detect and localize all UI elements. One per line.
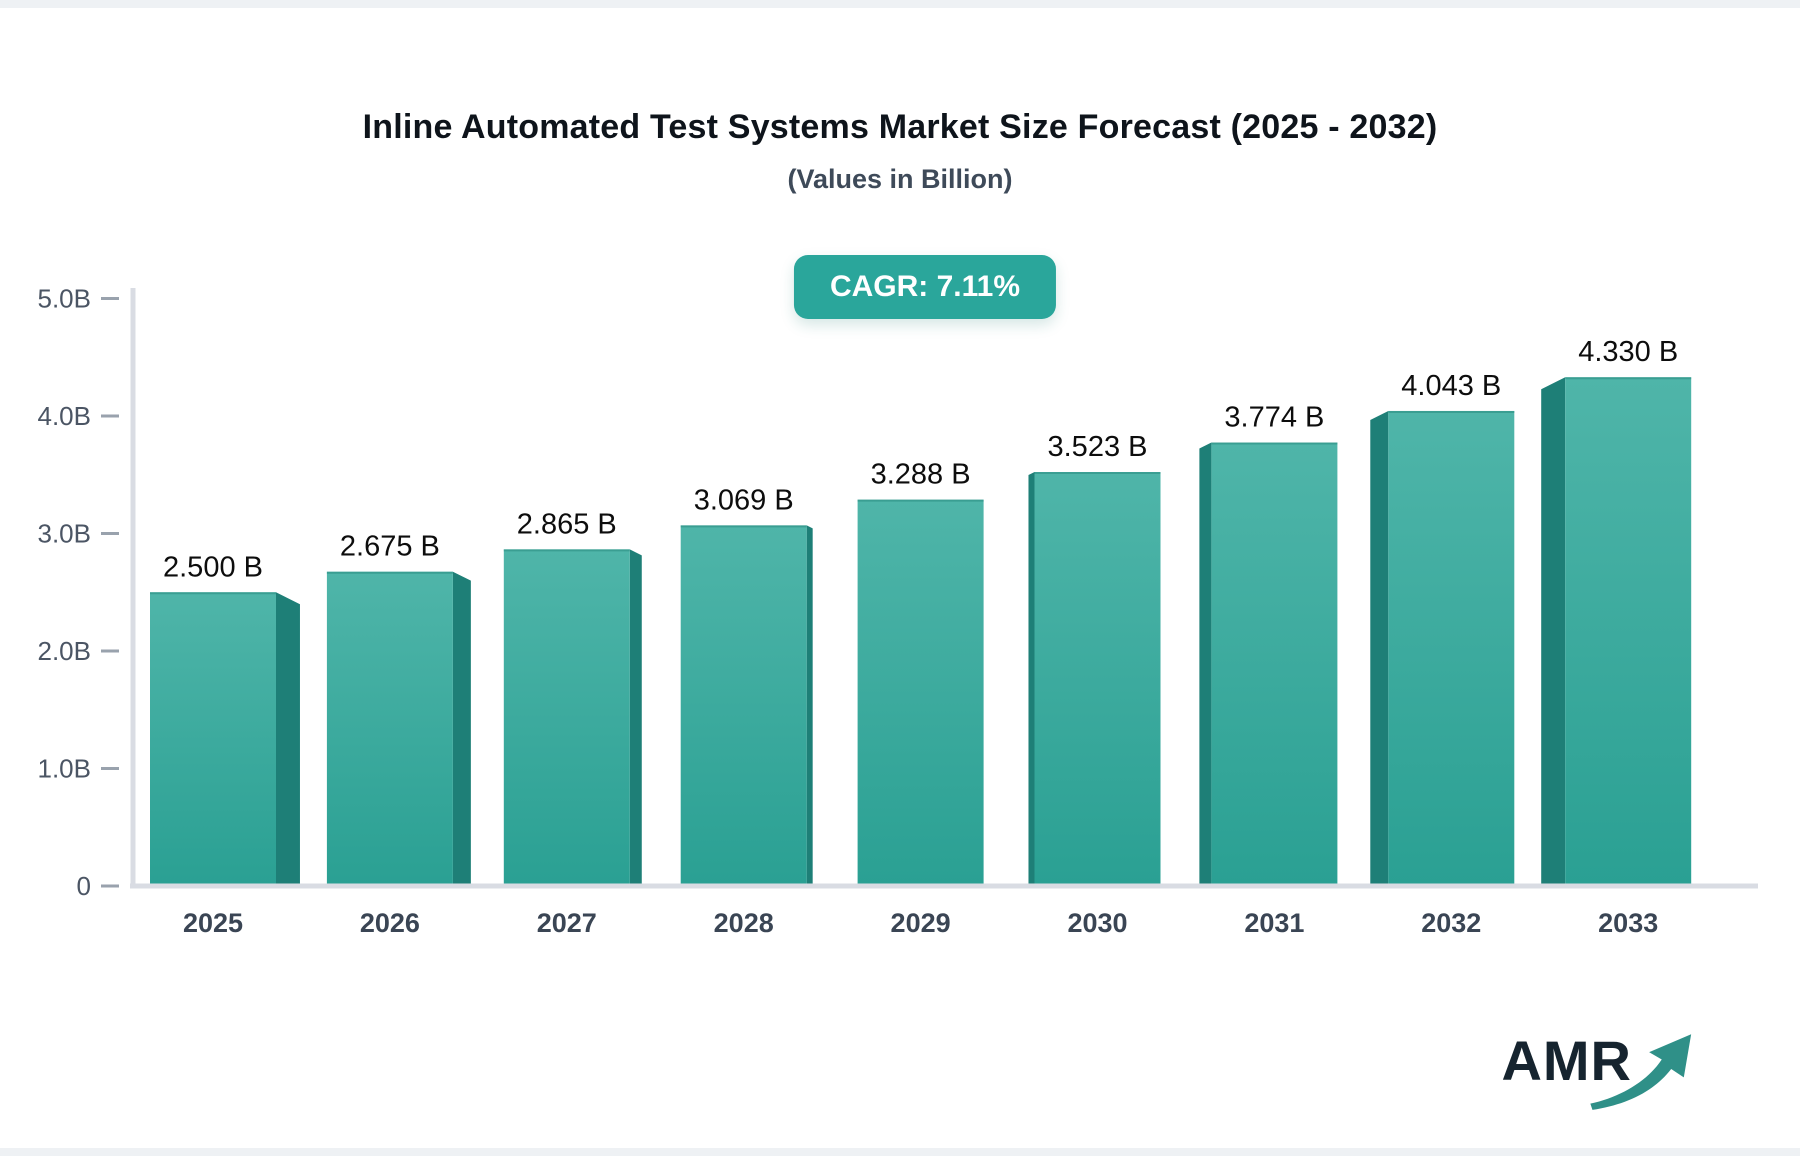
y-tick-label: 0 — [77, 871, 91, 901]
bar-side-face — [629, 549, 642, 886]
bar-front-face — [1034, 472, 1161, 886]
bar-2028: 3.069 B 2028 — [680, 484, 813, 938]
y-tick-label: 1.0B — [38, 754, 92, 784]
bar-front-face — [857, 499, 984, 886]
x-axis-label: 2031 — [1244, 908, 1304, 938]
bar-value-label: 2.500 B — [163, 551, 263, 583]
bar-value-label: 4.330 B — [1578, 336, 1678, 368]
y-tick-label: 4.0B — [38, 401, 92, 431]
bar-2030: 3.523 B 2030 — [1028, 431, 1161, 938]
x-axis-label: 2026 — [360, 908, 420, 938]
bar-value-label: 3.069 B — [694, 484, 794, 516]
x-axis-label: 2030 — [1067, 908, 1127, 938]
bar-2027: 2.865 B 2027 — [503, 508, 642, 938]
bar-front-face — [1565, 377, 1692, 886]
x-axis-label: 2027 — [537, 908, 597, 938]
bar-value-label: 2.675 B — [340, 531, 440, 563]
amr-logo-text: AMR — [1501, 1028, 1632, 1092]
bar-2029: 3.288 B 2029 — [857, 459, 984, 938]
bar-side-face — [1028, 472, 1035, 886]
bar-side-face — [1541, 377, 1566, 886]
chart-title: Inline Automated Test Systems Market Siz… — [362, 108, 1438, 146]
bar-front-face — [1211, 442, 1338, 886]
bar-value-label: 3.523 B — [1048, 431, 1148, 463]
x-axis-label: 2028 — [714, 908, 774, 938]
bar-2031: 3.774 B 2031 — [1199, 402, 1338, 938]
cagr-badge: CAGR: 7.11% — [793, 255, 1057, 319]
bar-value-label: 3.774 B — [1224, 402, 1324, 434]
bar-front-face — [680, 525, 807, 886]
bar-2026: 2.675 B 2026 — [326, 531, 471, 938]
x-axis-label: 2032 — [1421, 908, 1481, 938]
bar-side-face — [452, 571, 471, 886]
amr-logo[interactable]: AMR — [1501, 1018, 1704, 1110]
x-axis-label: 2029 — [891, 908, 951, 938]
bar-side-face — [276, 592, 300, 886]
y-tick-label: 3.0B — [38, 519, 92, 549]
bar-value-label: 4.043 B — [1401, 370, 1501, 402]
x-axis-label: 2025 — [183, 908, 243, 938]
bar-2032: 4.043 B 2032 — [1370, 370, 1515, 938]
bar-2033: 4.330 B 2033 — [1541, 336, 1692, 938]
bar-side-face — [806, 525, 813, 886]
bar-front-face — [326, 571, 453, 886]
chart-subtitle: (Values in Billion) — [787, 164, 1013, 194]
y-tick-label: 2.0B — [38, 636, 92, 666]
bar-front-face — [503, 549, 630, 886]
bar-front-face — [150, 592, 276, 886]
bar-2025: 2.500 B 2025 — [150, 551, 300, 938]
bar-side-face — [1370, 410, 1389, 886]
bar-side-face — [1199, 442, 1212, 886]
bar-value-label: 2.865 B — [517, 508, 617, 540]
x-axis-label: 2033 — [1598, 908, 1658, 938]
y-tick-label: 5.0B — [38, 284, 92, 314]
bar-value-label: 3.288 B — [871, 459, 971, 491]
growth-arrow-icon — [1590, 1034, 1692, 1110]
bar-front-face — [1388, 410, 1515, 886]
